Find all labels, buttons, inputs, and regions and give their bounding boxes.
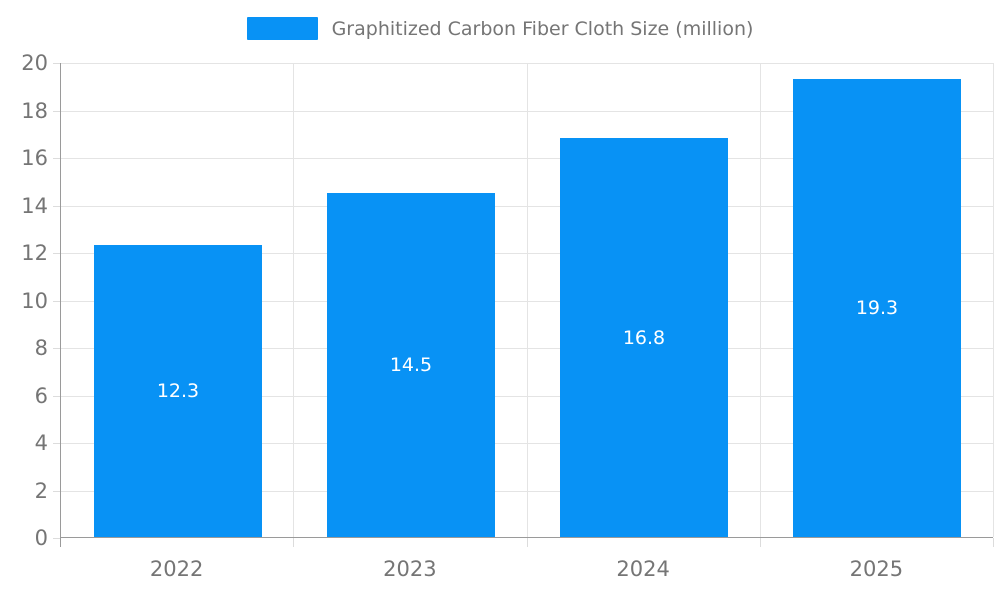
x-gridline — [759, 63, 761, 537]
y-axis-tick — [53, 443, 60, 444]
x-gridline — [293, 63, 295, 537]
x-axis-tick — [526, 538, 528, 547]
bar-2024[interactable]: 16.8 — [560, 138, 728, 537]
bar-value-label: 16.8 — [622, 326, 666, 349]
x-axis-tick — [293, 538, 295, 547]
x-gridline — [993, 63, 994, 537]
y-tick-label: 2 — [34, 478, 48, 503]
y-tick-label: 10 — [21, 288, 48, 313]
bar-2025[interactable]: 19.3 — [793, 79, 961, 537]
bar-value-label: 19.3 — [855, 297, 899, 319]
y-tick-label: 20 — [21, 51, 48, 75]
y-tick-label: 16 — [21, 146, 48, 170]
x-gridline — [526, 63, 528, 537]
legend-swatch — [246, 17, 318, 40]
y-axis-tick — [53, 348, 60, 349]
y-axis-tick — [53, 63, 60, 64]
y-axis-tick — [53, 395, 60, 397]
y-axis-tick — [53, 205, 60, 207]
bar-2023[interactable]: 14.5 — [327, 193, 495, 537]
legend-label: Graphitized Carbon Fiber Cloth Size (mil… — [331, 17, 754, 40]
bar-2022[interactable]: 12.3 — [94, 245, 262, 537]
x-axis-tick — [759, 538, 761, 547]
x-tick-label: 2024 — [616, 557, 670, 581]
x-axis-tick — [993, 538, 994, 547]
y-tick-label: 8 — [34, 336, 48, 360]
y-axis-labels: 0 2 4 6 8 10 12 14 16 18 20 — [0, 51, 48, 550]
y-axis-extension — [60, 538, 61, 547]
y-axis-tick — [53, 253, 60, 254]
y-tick-label: 14 — [21, 193, 48, 218]
legend[interactable]: Graphitized Carbon Fiber Cloth Size (mil… — [0, 17, 1000, 40]
y-tick-label: 4 — [34, 431, 48, 455]
y-axis-tick — [53, 300, 60, 302]
x-tick-label: 2022 — [149, 557, 204, 581]
y-axis-tick — [53, 538, 60, 539]
y-tick-label: 6 — [34, 383, 48, 408]
x-tick-label: 2025 — [849, 557, 904, 581]
y-axis-tick — [53, 110, 60, 112]
y-axis-tick — [53, 490, 60, 492]
y-tick-label: 18 — [21, 98, 48, 123]
y-tick-label: 0 — [34, 526, 48, 550]
bar-value-label: 12.3 — [156, 380, 200, 402]
bar-value-label: 14.5 — [389, 354, 433, 376]
plot-area: 12.3 14.5 16.8 19.3 — [53, 63, 994, 547]
x-axis-labels: 2022 2023 2024 2025 — [60, 557, 993, 587]
x-tick-label: 2023 — [383, 557, 437, 581]
y-tick-label: 12 — [21, 241, 48, 265]
y-axis-tick — [53, 158, 60, 159]
